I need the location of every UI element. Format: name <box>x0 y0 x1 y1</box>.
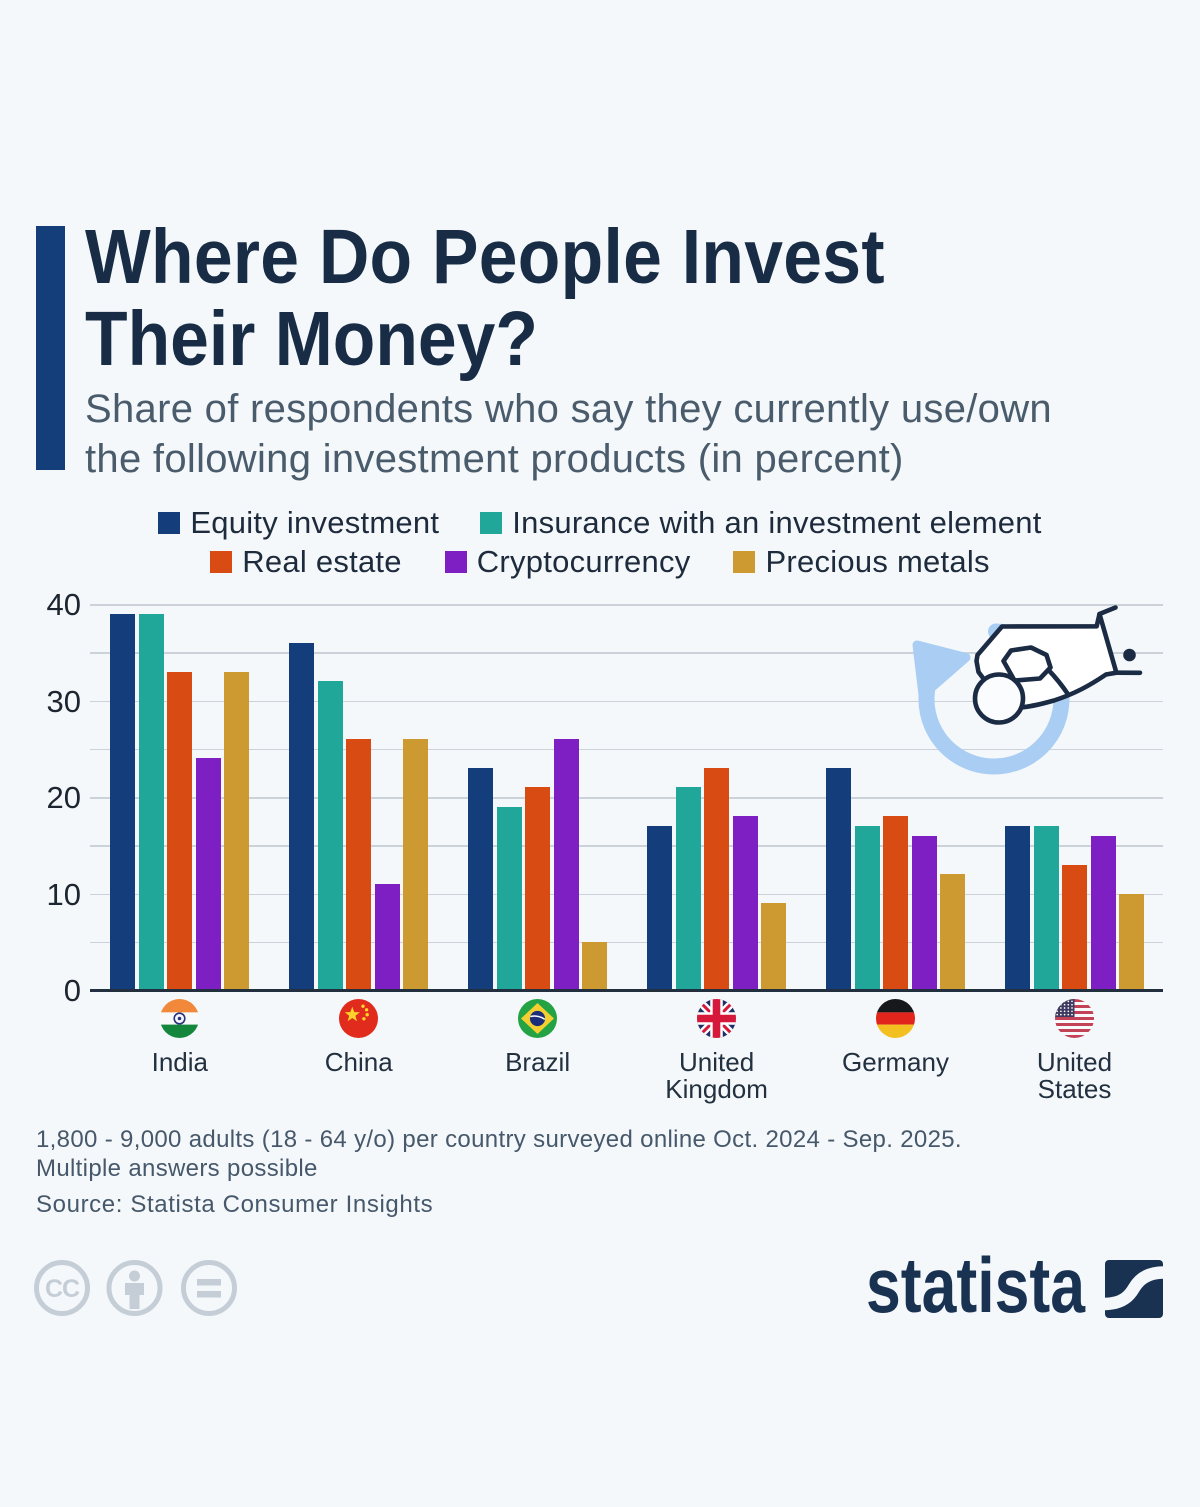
svg-text:CC: CC <box>45 1275 80 1303</box>
svg-text:statista: statista <box>866 1248 1085 1323</box>
